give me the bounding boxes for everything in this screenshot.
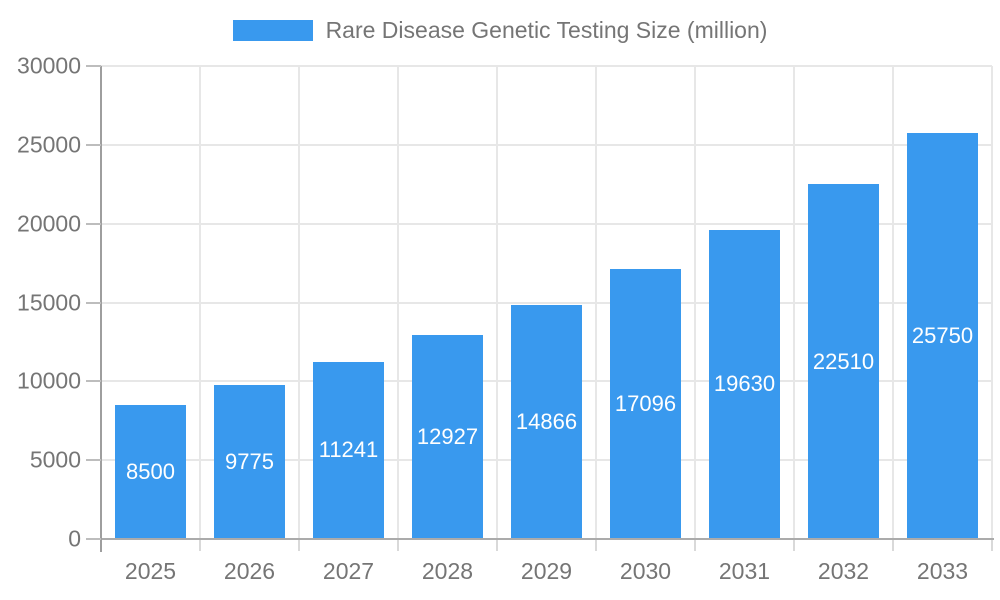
x-axis-tick bbox=[496, 539, 498, 551]
x-axis-tick bbox=[892, 539, 894, 551]
bar: 22510 bbox=[807, 184, 880, 539]
bar-value-label: 25750 bbox=[911, 323, 974, 348]
y-axis-tick bbox=[86, 459, 101, 462]
h-gridline bbox=[101, 301, 992, 304]
bar-value-label: 22510 bbox=[812, 348, 875, 374]
x-axis-label: 2031 bbox=[718, 558, 771, 584]
x-axis-label: 2027 bbox=[322, 558, 375, 584]
y-axis-label: 0 bbox=[68, 525, 81, 552]
y-axis-tick bbox=[86, 222, 101, 225]
plot-area: 0 5000 10000 15000 20000 25000 30000 8500 2025 97… bbox=[17, 53, 994, 584]
x-axis-tick bbox=[991, 539, 993, 551]
x-axis-label: 2028 bbox=[421, 558, 474, 584]
bar: 25750 bbox=[906, 133, 979, 539]
bar: 11241 bbox=[312, 361, 385, 539]
y-axis-tick bbox=[86, 538, 101, 540]
v-gridline bbox=[199, 66, 201, 539]
x-axis-label: 2030 bbox=[619, 558, 672, 584]
v-gridline bbox=[496, 66, 498, 539]
bar-slot: 14866 bbox=[497, 66, 596, 539]
y-axis-tick bbox=[86, 380, 101, 383]
chart-legend: Rare Disease Genetic Testing Size (milli… bbox=[0, 17, 1000, 44]
bar-value-label: 8500 bbox=[126, 458, 175, 484]
h-gridline bbox=[101, 143, 992, 146]
legend-label: Rare Disease Genetic Testing Size (milli… bbox=[325, 17, 768, 43]
x-axis-label: 2025 bbox=[124, 558, 177, 584]
bar-value-label: 14866 bbox=[515, 408, 578, 434]
x-axis-tick bbox=[298, 539, 300, 551]
v-gridline bbox=[793, 66, 795, 539]
bar-slot: 11241 bbox=[299, 66, 398, 539]
bar-slot: 9775 bbox=[200, 66, 299, 539]
bar-slot: 25750 bbox=[893, 66, 992, 539]
y-axis-label: 10000 bbox=[17, 367, 81, 394]
x-axis-tick bbox=[693, 539, 696, 551]
bar-slot: 22510 bbox=[794, 66, 893, 539]
v-gridline bbox=[991, 66, 993, 539]
bar-value-label: 19630 bbox=[713, 371, 776, 397]
bar-value-label: 9775 bbox=[225, 448, 274, 474]
y-axis-label: 20000 bbox=[17, 210, 81, 237]
bar: 19630 bbox=[708, 229, 781, 539]
v-gridline bbox=[396, 66, 399, 539]
y-axis-label: 15000 bbox=[17, 289, 81, 315]
bar-slot: 17096 bbox=[596, 66, 695, 539]
y-axis-label: 30000 bbox=[17, 52, 81, 79]
x-axis-tick bbox=[595, 539, 597, 551]
bar: 12927 bbox=[411, 335, 484, 539]
y-axis-label: 5000 bbox=[29, 446, 81, 473]
bar-slot: 19630 bbox=[695, 66, 794, 539]
y-axis-tick bbox=[86, 301, 101, 304]
bar-value-label: 11241 bbox=[318, 437, 379, 463]
x-axis-label: 2029 bbox=[520, 558, 573, 584]
bar-value-label: 12927 bbox=[416, 424, 479, 450]
v-gridline bbox=[595, 66, 597, 539]
x-axis-tick bbox=[793, 539, 795, 551]
v-gridline bbox=[298, 66, 300, 539]
h-gridline bbox=[101, 65, 992, 67]
y-axis-tick bbox=[86, 65, 101, 67]
x-axis-label: 2033 bbox=[916, 558, 969, 584]
x-axis-tick bbox=[199, 539, 201, 551]
y-axis-line bbox=[100, 66, 102, 552]
bar: 8500 bbox=[114, 404, 187, 539]
x-axis-label: 2026 bbox=[223, 558, 276, 584]
x-axis-tick bbox=[396, 539, 399, 551]
v-gridline bbox=[693, 66, 696, 539]
bar-value-label: 17096 bbox=[614, 391, 677, 417]
bar: 14866 bbox=[510, 304, 583, 539]
h-gridline bbox=[101, 222, 992, 225]
bar-slot: 8500 bbox=[101, 66, 200, 539]
bar-slot: 12927 bbox=[398, 66, 497, 539]
bar: 17096 bbox=[609, 269, 682, 539]
x-axis-label: 2032 bbox=[817, 558, 870, 584]
v-gridline bbox=[892, 66, 894, 539]
legend-swatch bbox=[232, 20, 313, 41]
y-axis-tick bbox=[86, 143, 101, 146]
y-axis-label: 25000 bbox=[17, 131, 81, 158]
bar: 9775 bbox=[213, 384, 286, 539]
x-axis-line bbox=[100, 538, 994, 540]
